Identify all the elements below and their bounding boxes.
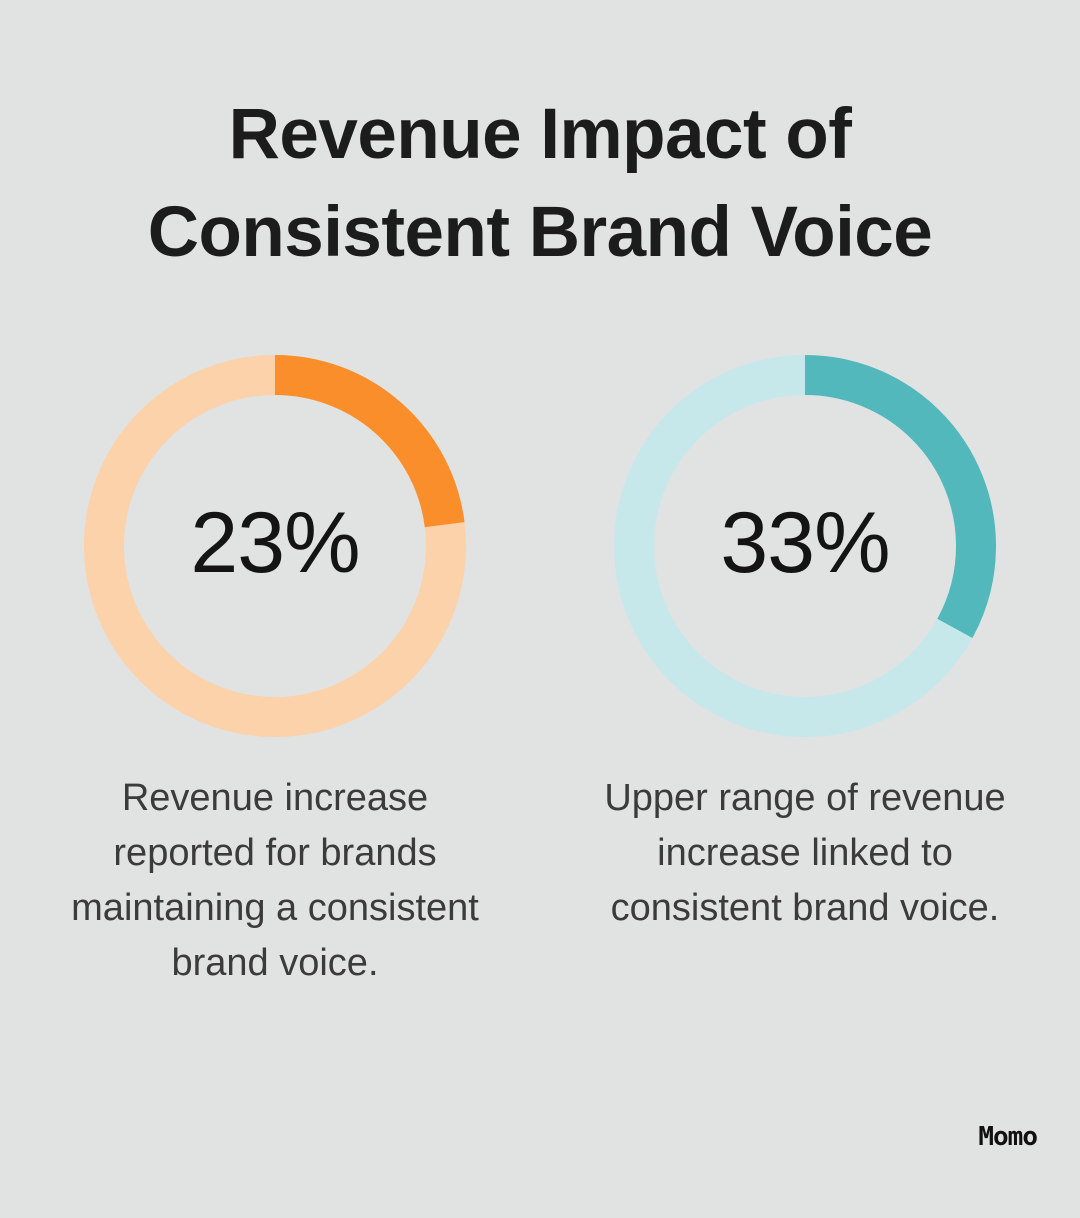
brand-logo: Momo	[978, 1122, 1038, 1152]
donut-chart-23-percent: 23%	[84, 355, 466, 737]
chart-caption: Upper range of revenue increase linked t…	[604, 777, 1006, 929]
donut-svg	[614, 355, 996, 737]
chart-caption: Revenue increase reported for brands mai…	[71, 777, 479, 984]
donut-center-value: 23%	[190, 494, 360, 591]
donut-center-value: 33%	[720, 494, 890, 591]
page-title: Revenue Impact of Consistent Brand Voice	[147, 95, 933, 272]
charts-row: 23% Revenue increase reported for brands…	[0, 355, 1080, 991]
chart-column-consistent-brand-voice: 23% Revenue increase reported for brands…	[71, 355, 479, 991]
donut-value-arc	[614, 355, 996, 737]
donut-svg	[84, 355, 466, 737]
donut-value-arc	[84, 355, 466, 737]
donut-chart-33-percent: 33%	[614, 355, 996, 737]
chart-column-upper-range: 33% Upper range of revenue increase link…	[604, 355, 1006, 991]
